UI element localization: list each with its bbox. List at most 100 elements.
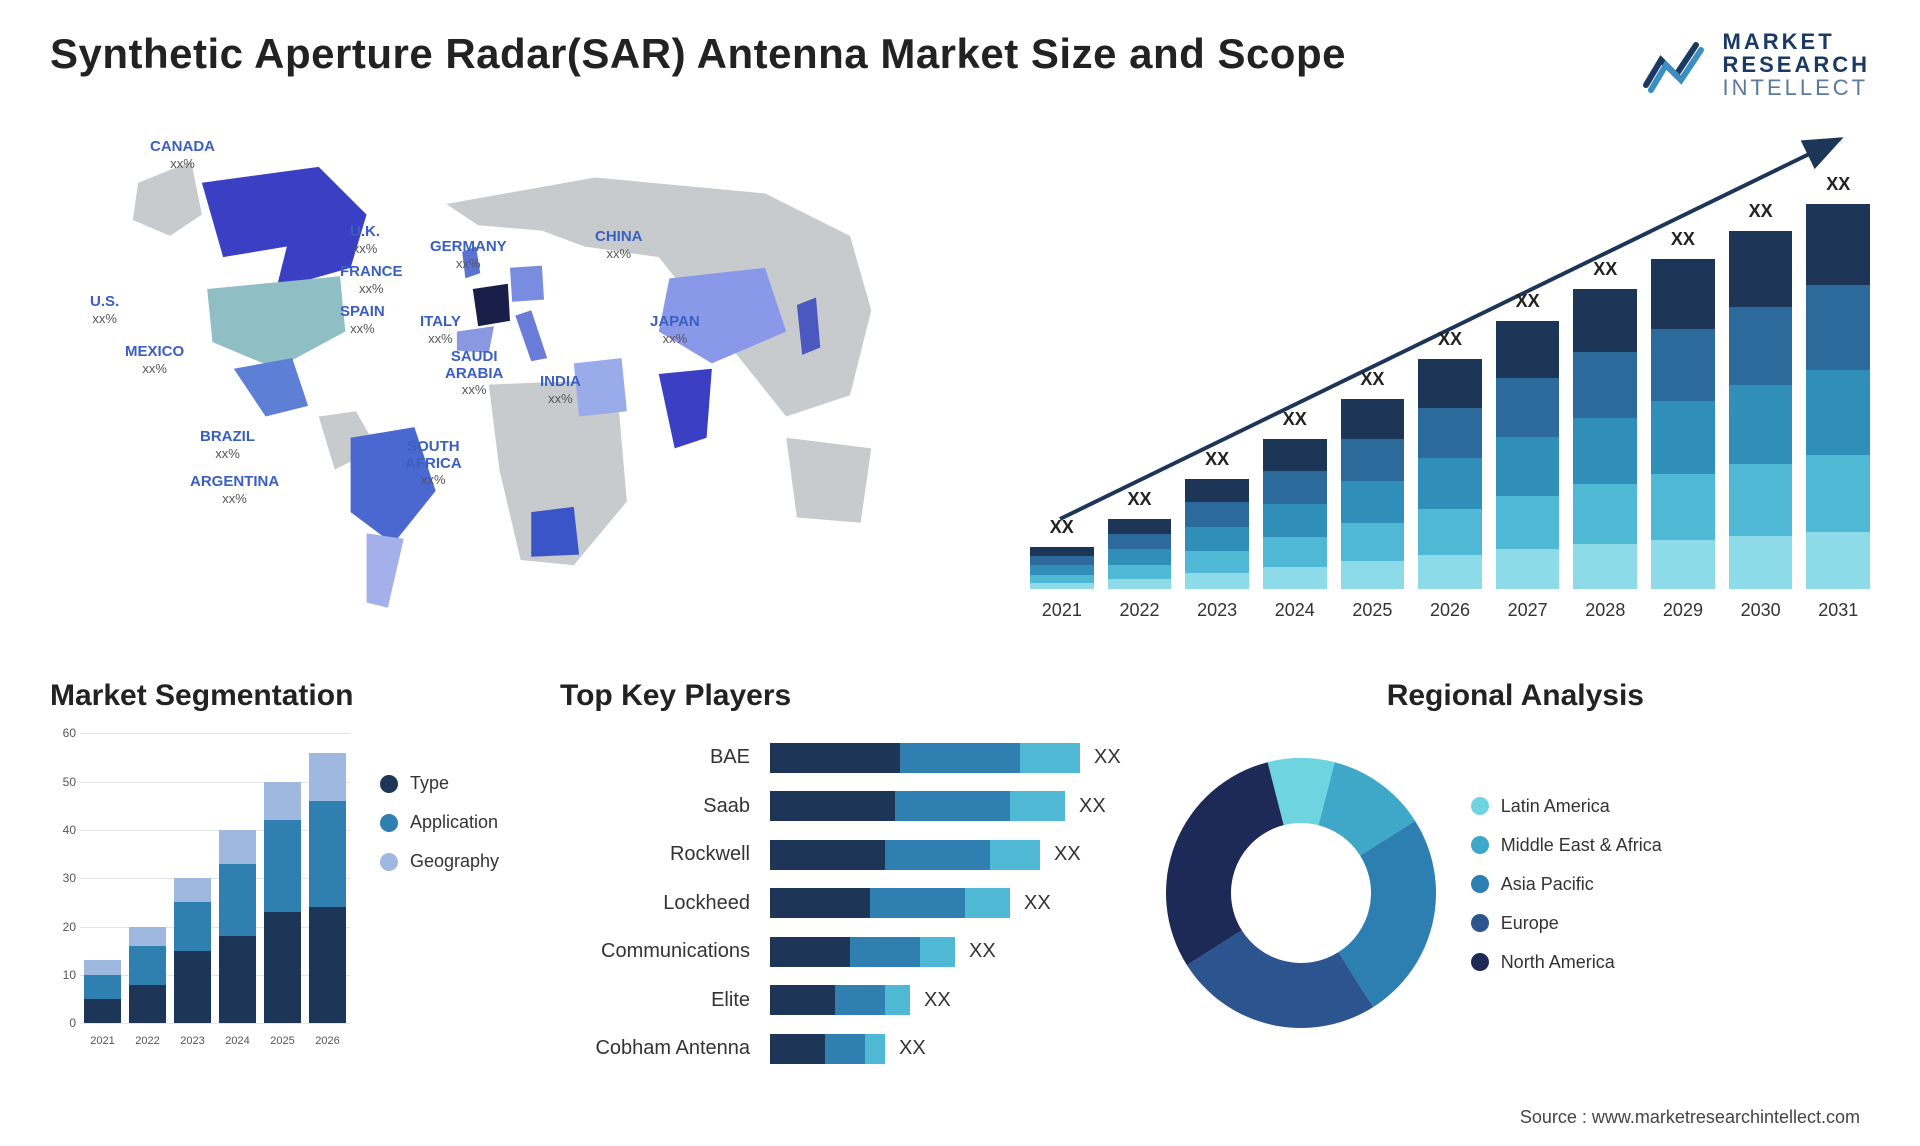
seg-ytick: 30 [63,871,76,885]
growth-bar-label: XX [1360,369,1384,390]
growth-bar-seg [1185,502,1249,526]
player-name: Saab [560,795,750,818]
player-bar-seg [885,840,990,870]
map-label-spain: SPAINxx% [340,304,385,337]
players-section: Top Key Players BAESaabRockwellLockheedC… [560,679,1121,1099]
growth-bar-seg [1108,549,1172,564]
growth-bar-seg [1729,231,1793,306]
map-landmass [786,438,871,523]
map-region-saudi [574,358,627,416]
growth-bar-seg [1573,352,1637,418]
seg-ytick: 20 [63,920,76,934]
growth-xtick: 2021 [1030,600,1094,621]
player-bar-value: XX [1024,892,1051,915]
map-label-germany: GERMANYxx% [430,239,507,272]
player-bar-row: XX [770,743,1121,773]
seg-bar-2021 [84,960,121,1023]
regional-title: Regional Analysis [1161,679,1870,713]
legend-label: Latin America [1501,796,1610,817]
growth-bar-seg [1729,307,1793,386]
legend-swatch [380,814,398,832]
logo-line3: INTELLECT [1723,76,1870,99]
growth-bar-seg [1418,555,1482,590]
seg-bar-seg [264,782,301,821]
player-bar-value: XX [899,1037,926,1060]
player-bar-value: XX [969,940,996,963]
growth-xtick: 2029 [1651,600,1715,621]
growth-bar-label: XX [1127,489,1151,510]
growth-bar-2031: XX [1806,204,1870,589]
seg-ytick: 40 [63,823,76,837]
growth-bar-label: XX [1050,517,1074,538]
seg-xtick: 2026 [309,1035,346,1047]
growth-bar-seg [1341,399,1405,439]
growth-bar-seg [1651,540,1715,590]
market-growth-chart: XXXXXXXXXXXXXXXXXXXXXX 20212022202320242… [1030,119,1870,629]
player-bar-seg [850,937,920,967]
player-name: BAE [560,746,750,769]
player-bar-value: XX [1094,746,1121,769]
growth-bar-label: XX [1516,291,1540,312]
player-name: Rockwell [560,843,750,866]
player-bar-seg [900,743,1020,773]
seg-gridline [80,1023,350,1024]
growth-bar-label: XX [1438,329,1462,350]
growth-bar-seg [1573,544,1637,589]
segmentation-chart: 0102030405060 202120222023202420252026 [50,733,350,1053]
seg-bar-seg [309,753,346,801]
growth-xtick: 2028 [1573,600,1637,621]
player-bar-seg [990,840,1040,870]
map-label-southafrica: SOUTHAFRICAxx% [405,439,462,489]
source-attribution: Source : www.marketresearchintellect.com [1520,1107,1860,1128]
player-bar-seg [825,1034,865,1064]
seg-bar-seg [309,907,346,1023]
player-bar-seg [770,985,835,1015]
seg-ytick: 60 [63,726,76,740]
legend-label: Europe [1501,913,1559,934]
growth-bar-2024: XX [1263,439,1327,589]
legend-label: Application [410,812,498,833]
growth-bar-seg [1806,204,1870,285]
player-bar-seg [770,937,850,967]
map-label-france: FRANCExx% [340,264,403,297]
region-legend-item: Middle East & Africa [1471,835,1870,856]
seg-bar-seg [174,878,211,902]
seg-xtick: 2024 [219,1035,256,1047]
growth-bar-seg [1651,259,1715,328]
growth-bar-seg [1496,437,1560,496]
player-bar-row: XX [770,888,1121,918]
growth-bar-seg [1573,418,1637,484]
regional-section: Regional Analysis Latin America Middle Ea… [1161,679,1870,1099]
seg-xtick: 2021 [84,1035,121,1047]
seg-bar-2023 [174,878,211,1023]
player-bar-seg [965,888,1010,918]
legend-swatch [1471,875,1489,893]
page-title: Synthetic Aperture Radar(SAR) Antenna Ma… [50,30,1346,78]
map-landmass [133,162,202,236]
growth-bar-seg [1573,289,1637,352]
player-bar-row: XX [770,840,1121,870]
growth-xtick: 2031 [1806,600,1870,621]
growth-bar-label: XX [1826,174,1850,195]
legend-swatch [380,775,398,793]
seg-ytick: 0 [69,1016,76,1030]
growth-bar-label: XX [1671,229,1695,250]
seg-legend-item: Application [380,812,520,833]
growth-xtick: 2026 [1418,600,1482,621]
growth-bar-seg [1341,439,1405,481]
legend-swatch [1471,836,1489,854]
players-title: Top Key Players [560,679,1121,713]
legend-label: Middle East & Africa [1501,835,1662,856]
player-bar-row: XX [770,937,1121,967]
region-legend-item: Latin America [1471,796,1870,817]
growth-bar-seg [1496,549,1560,589]
player-bar-seg [870,888,965,918]
brand-logo: MARKET RESEARCH INTELLECT [1641,30,1870,99]
map-region-mexico [234,358,308,416]
growth-bar-seg [1263,537,1327,567]
growth-bar-seg [1573,484,1637,544]
player-name: Cobham Antenna [560,1037,750,1060]
seg-bar-seg [84,999,121,1023]
player-bar-seg [1020,743,1080,773]
player-bar-value: XX [924,989,951,1012]
